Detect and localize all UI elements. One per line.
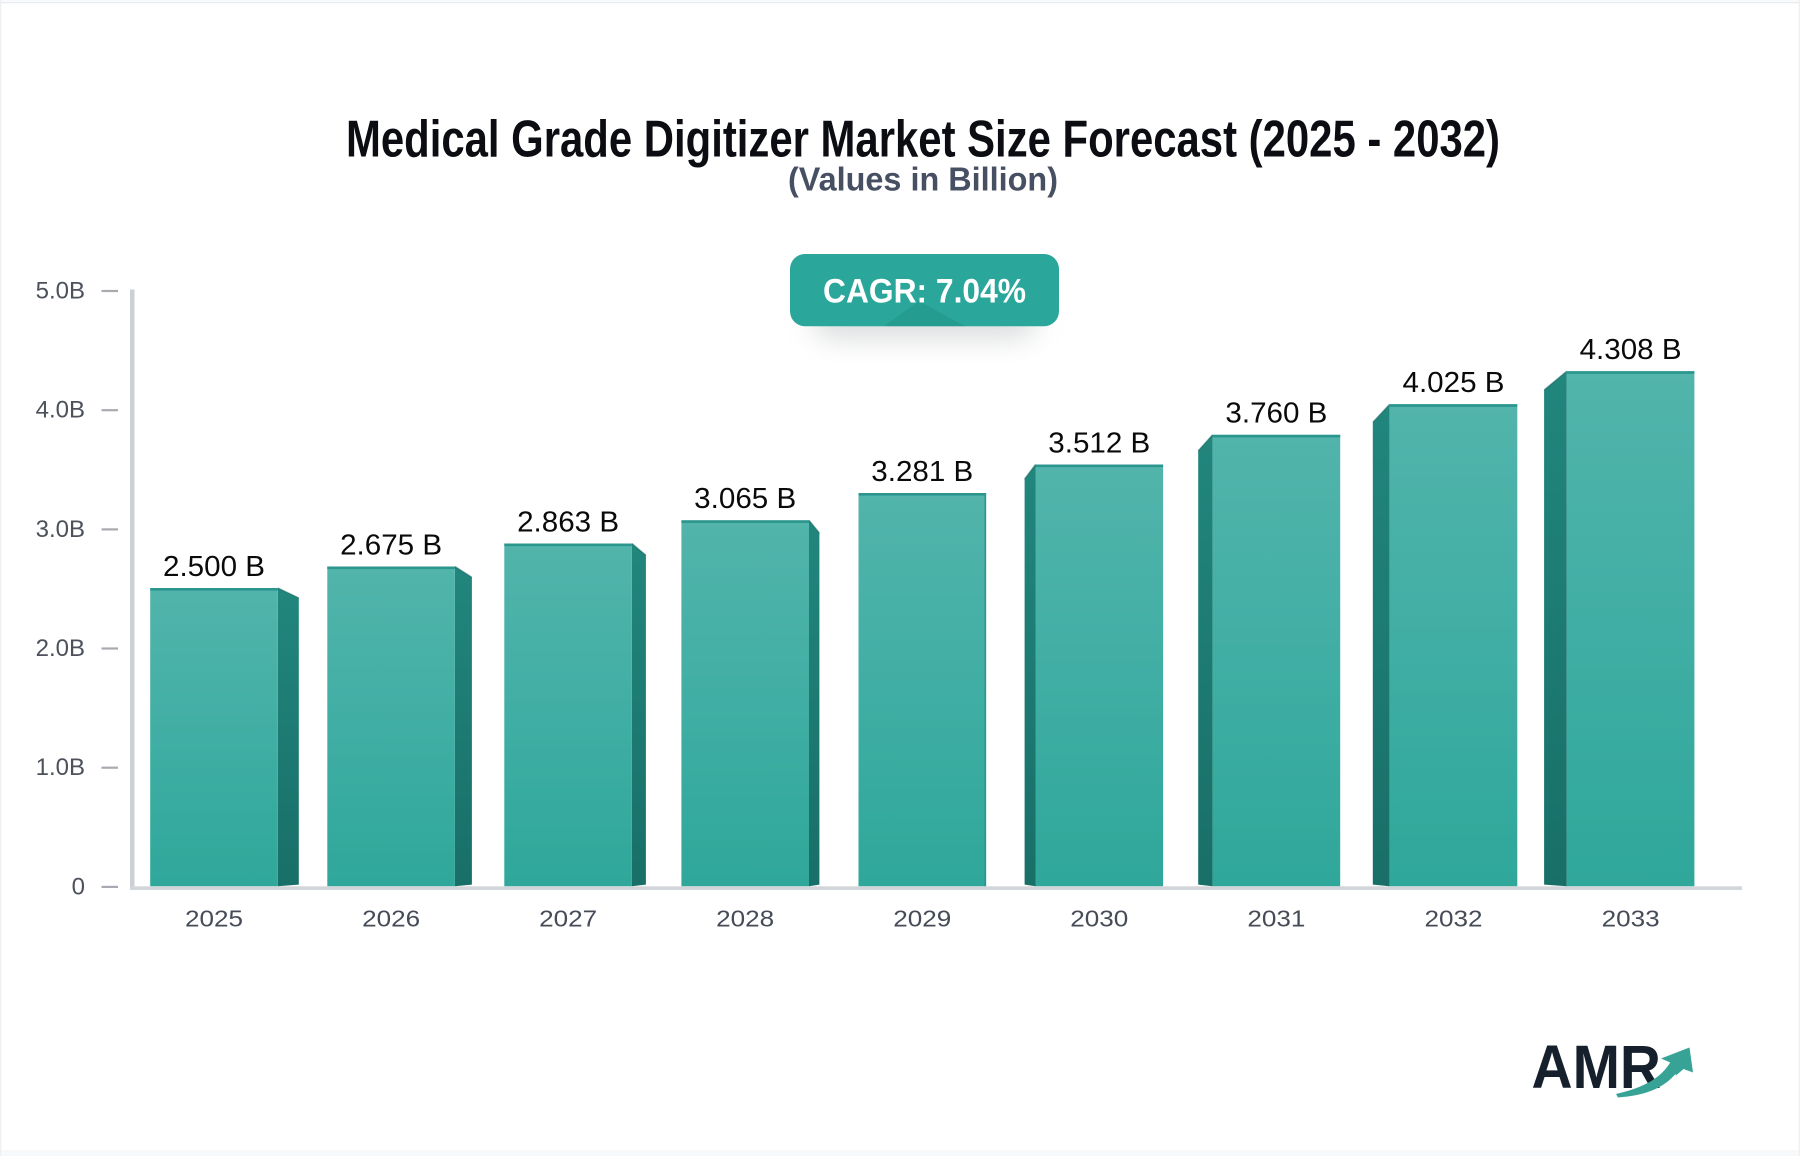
svg-text:CAGR: 7.04%: CAGR: 7.04% bbox=[823, 272, 1026, 310]
svg-text:2032: 2032 bbox=[1425, 906, 1483, 932]
svg-text:2027: 2027 bbox=[539, 906, 597, 932]
svg-text:2025: 2025 bbox=[185, 906, 243, 932]
svg-text:3.0B: 3.0B bbox=[36, 516, 85, 543]
svg-text:3.512 B: 3.512 B bbox=[1048, 427, 1150, 459]
svg-text:4.025 B: 4.025 B bbox=[1403, 367, 1505, 399]
svg-text:2029: 2029 bbox=[893, 906, 951, 932]
svg-text:4.0B: 4.0B bbox=[36, 397, 85, 424]
svg-text:(Values in Billion): (Values in Billion) bbox=[788, 161, 1058, 198]
svg-text:5.0B: 5.0B bbox=[36, 278, 85, 305]
svg-text:Medical Grade Digitizer Market: Medical Grade Digitizer Market Size Fore… bbox=[346, 110, 1500, 168]
svg-text:2026: 2026 bbox=[362, 906, 420, 932]
svg-text:2031: 2031 bbox=[1247, 906, 1305, 932]
svg-text:2.0B: 2.0B bbox=[36, 635, 85, 662]
svg-text:2030: 2030 bbox=[1070, 906, 1128, 932]
svg-text:3.281 B: 3.281 B bbox=[871, 456, 973, 488]
svg-text:3.065 B: 3.065 B bbox=[694, 483, 796, 515]
svg-text:1.0B: 1.0B bbox=[36, 754, 85, 781]
svg-text:2033: 2033 bbox=[1602, 906, 1660, 932]
svg-text:3.760 B: 3.760 B bbox=[1225, 398, 1327, 430]
svg-text:2.500 B: 2.500 B bbox=[163, 551, 265, 583]
svg-text:2028: 2028 bbox=[716, 906, 774, 932]
svg-text:2.675 B: 2.675 B bbox=[340, 529, 442, 561]
svg-text:2.863 B: 2.863 B bbox=[517, 506, 619, 538]
svg-text:4.308 B: 4.308 B bbox=[1580, 334, 1682, 366]
svg-text:0: 0 bbox=[72, 873, 85, 900]
